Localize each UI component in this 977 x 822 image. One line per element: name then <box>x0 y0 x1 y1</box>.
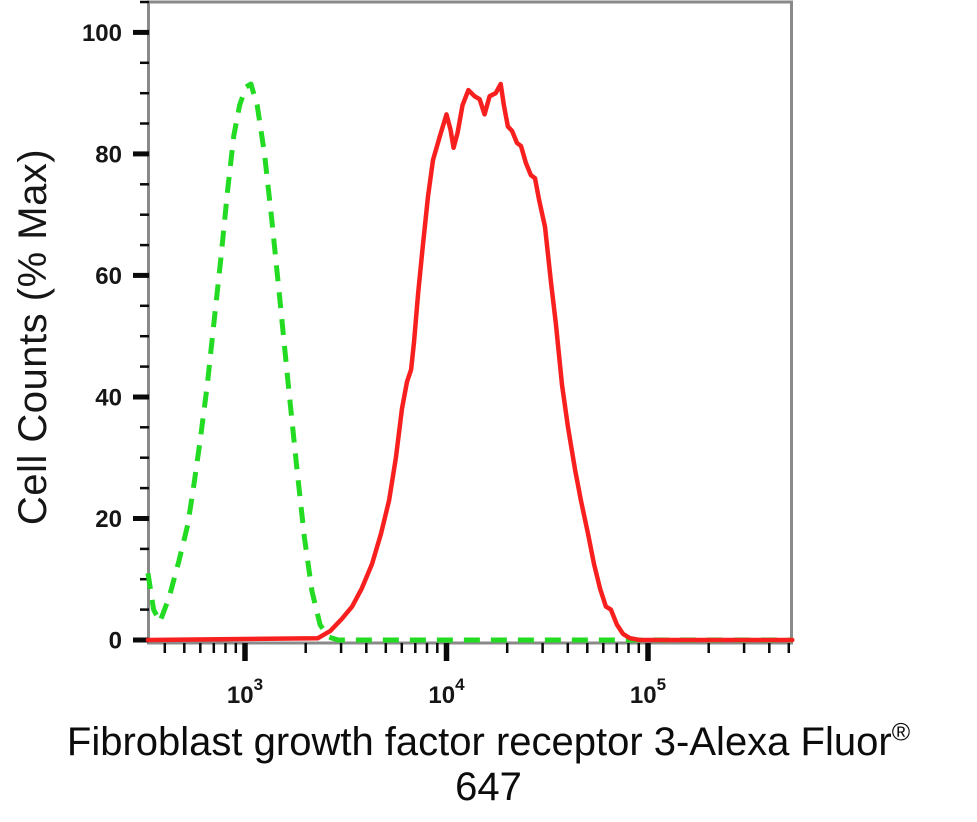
y-axis-tick-labels: 0 20 40 60 80 100 <box>82 20 122 655</box>
y-tick-label: 40 <box>95 385 122 412</box>
y-tick-label: 0 <box>109 628 122 655</box>
x-axis-tick-labels: 103 104 105 <box>227 675 666 709</box>
y-tick-label: 60 <box>95 263 122 290</box>
y-tick-label: 80 <box>95 141 122 168</box>
plot-frame <box>147 0 793 645</box>
x-axis-title: Fibroblast growth factor receptor 3-Alex… <box>0 720 977 810</box>
x-axis-minor-ticks <box>163 643 791 653</box>
sample-curve-red-solid <box>145 81 795 643</box>
y-tick-label: 100 <box>82 20 122 47</box>
y-axis-major-ticks <box>133 29 149 643</box>
y-axis-minor-ticks <box>140 0 149 611</box>
registered-trademark-icon: ® <box>891 718 911 747</box>
x-tick-label: 103 <box>227 675 263 709</box>
x-axis-major-ticks <box>242 643 651 661</box>
control-curve-green-dashed <box>145 81 793 643</box>
x-axis-title-line1: Fibroblast growth factor receptor 3-Alex… <box>66 720 892 764</box>
x-tick-label: 104 <box>428 675 465 709</box>
x-axis-title-line2: 647 <box>455 765 522 810</box>
y-tick-label: 20 <box>95 506 122 533</box>
y-axis-title: Cell Counts (% Max) <box>11 149 55 525</box>
x-tick-label: 105 <box>630 675 666 709</box>
